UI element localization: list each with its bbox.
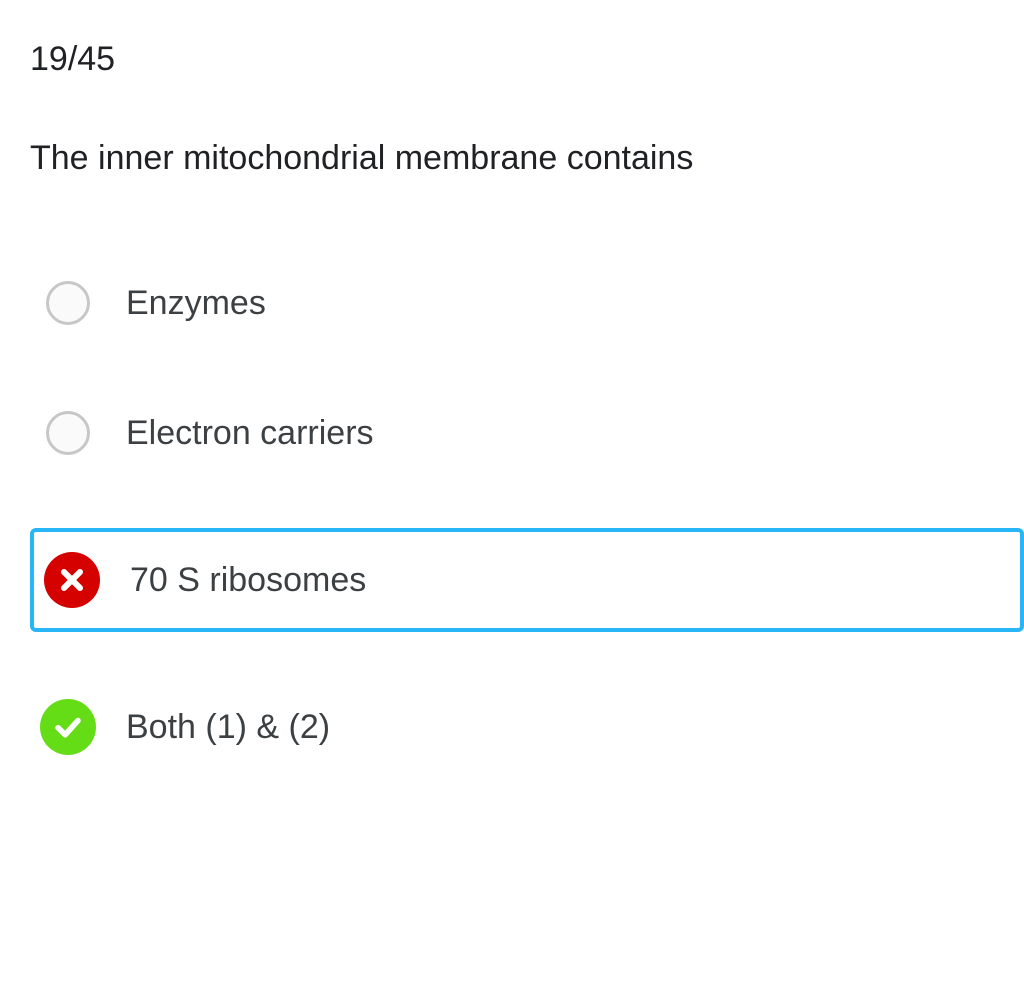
- radio-unselected-icon: [40, 275, 96, 331]
- option-3[interactable]: 70 S ribosomes: [30, 528, 1024, 632]
- options-list: Enzymes Electron carriers 70 S ribosomes: [30, 268, 994, 762]
- option-3-label: 70 S ribosomes: [130, 561, 366, 600]
- question-counter: 19/45: [30, 40, 994, 79]
- quiz-container: 19/45 The inner mitochondrial membrane c…: [0, 0, 1024, 792]
- option-1[interactable]: Enzymes: [30, 268, 994, 338]
- question-text: The inner mitochondrial membrane contain…: [30, 139, 994, 178]
- wrong-icon: [44, 552, 100, 608]
- correct-icon: [40, 699, 96, 755]
- option-4[interactable]: Both (1) & (2): [30, 692, 994, 762]
- option-1-label: Enzymes: [126, 284, 266, 323]
- radio-unselected-icon: [40, 405, 96, 461]
- option-2-label: Electron carriers: [126, 414, 374, 453]
- option-4-label: Both (1) & (2): [126, 708, 330, 747]
- option-2[interactable]: Electron carriers: [30, 398, 994, 468]
